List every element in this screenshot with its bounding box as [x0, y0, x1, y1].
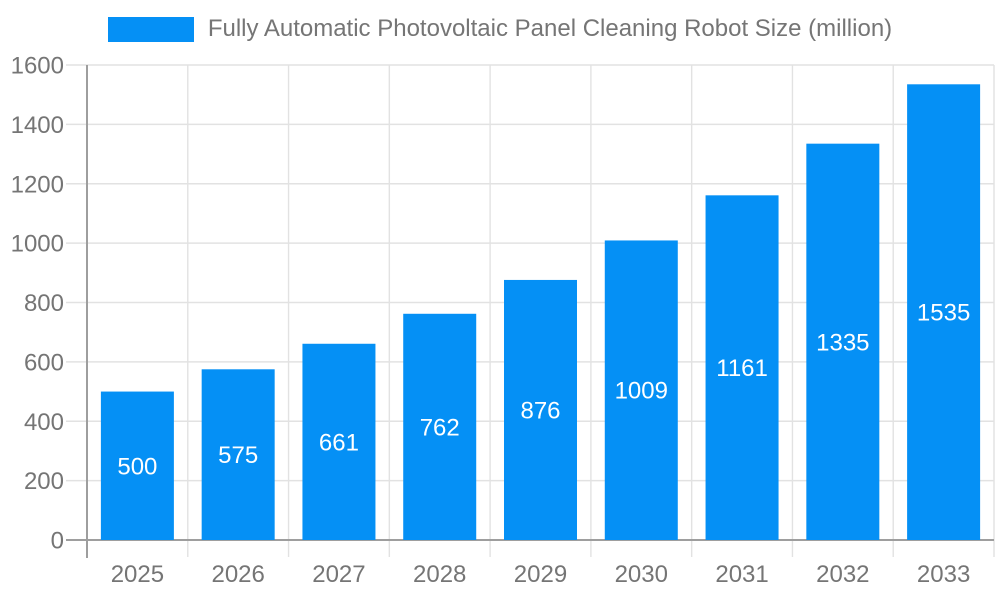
- x-tick-label: 2033: [917, 561, 970, 588]
- bar-2031[interactable]: [705, 195, 779, 540]
- bar-value-label: 575: [218, 442, 258, 469]
- y-tick-label: 1600: [11, 53, 64, 80]
- bar-value-label: 1535: [917, 300, 970, 327]
- bar-value-label: 1161: [716, 355, 768, 382]
- y-tick-label: 0: [51, 528, 64, 555]
- x-tick-label: 2030: [615, 561, 668, 588]
- y-tick-label: 1200: [11, 171, 64, 198]
- bar-2032[interactable]: [806, 143, 880, 540]
- bar-value-label: 876: [520, 397, 560, 424]
- x-tick-label: 2025: [111, 561, 164, 588]
- bar-2028[interactable]: [403, 313, 477, 540]
- bar-value-label: 1009: [615, 378, 668, 405]
- bar-2029[interactable]: [504, 279, 577, 540]
- x-tick-label: 2027: [312, 561, 365, 588]
- bar-value-label: 500: [117, 453, 157, 480]
- x-tick-label: 2032: [816, 561, 869, 588]
- legend-label: Fully Automatic Photovoltaic Panel Clean…: [207, 15, 893, 42]
- bar-value-label: 1335: [816, 329, 869, 356]
- bar-2025[interactable]: [100, 391, 174, 540]
- y-tick-label: 1000: [11, 231, 64, 258]
- bar-value-label: 661: [319, 429, 359, 456]
- x-tick-label: 2029: [514, 561, 567, 588]
- y-tick-label: 1400: [11, 112, 64, 139]
- bar-2030[interactable]: [604, 240, 678, 540]
- x-tick-label: 2031: [715, 561, 768, 588]
- y-tick-label: 600: [24, 349, 64, 376]
- y-tick-label: 200: [24, 468, 64, 495]
- x-tick-label: 2028: [413, 561, 466, 588]
- y-tick-label: 800: [24, 290, 64, 317]
- bar-value-label: 762: [420, 414, 460, 441]
- bar-2027[interactable]: [302, 343, 376, 540]
- legend-item[interactable]: Fully Automatic Photovoltaic Panel Clean…: [0, 16, 1000, 42]
- bar-2026[interactable]: [201, 369, 275, 540]
- x-tick-label: 2026: [211, 561, 264, 588]
- legend-swatch: [107, 16, 194, 42]
- y-tick-label: 400: [24, 409, 64, 436]
- bar-2033[interactable]: [907, 84, 981, 540]
